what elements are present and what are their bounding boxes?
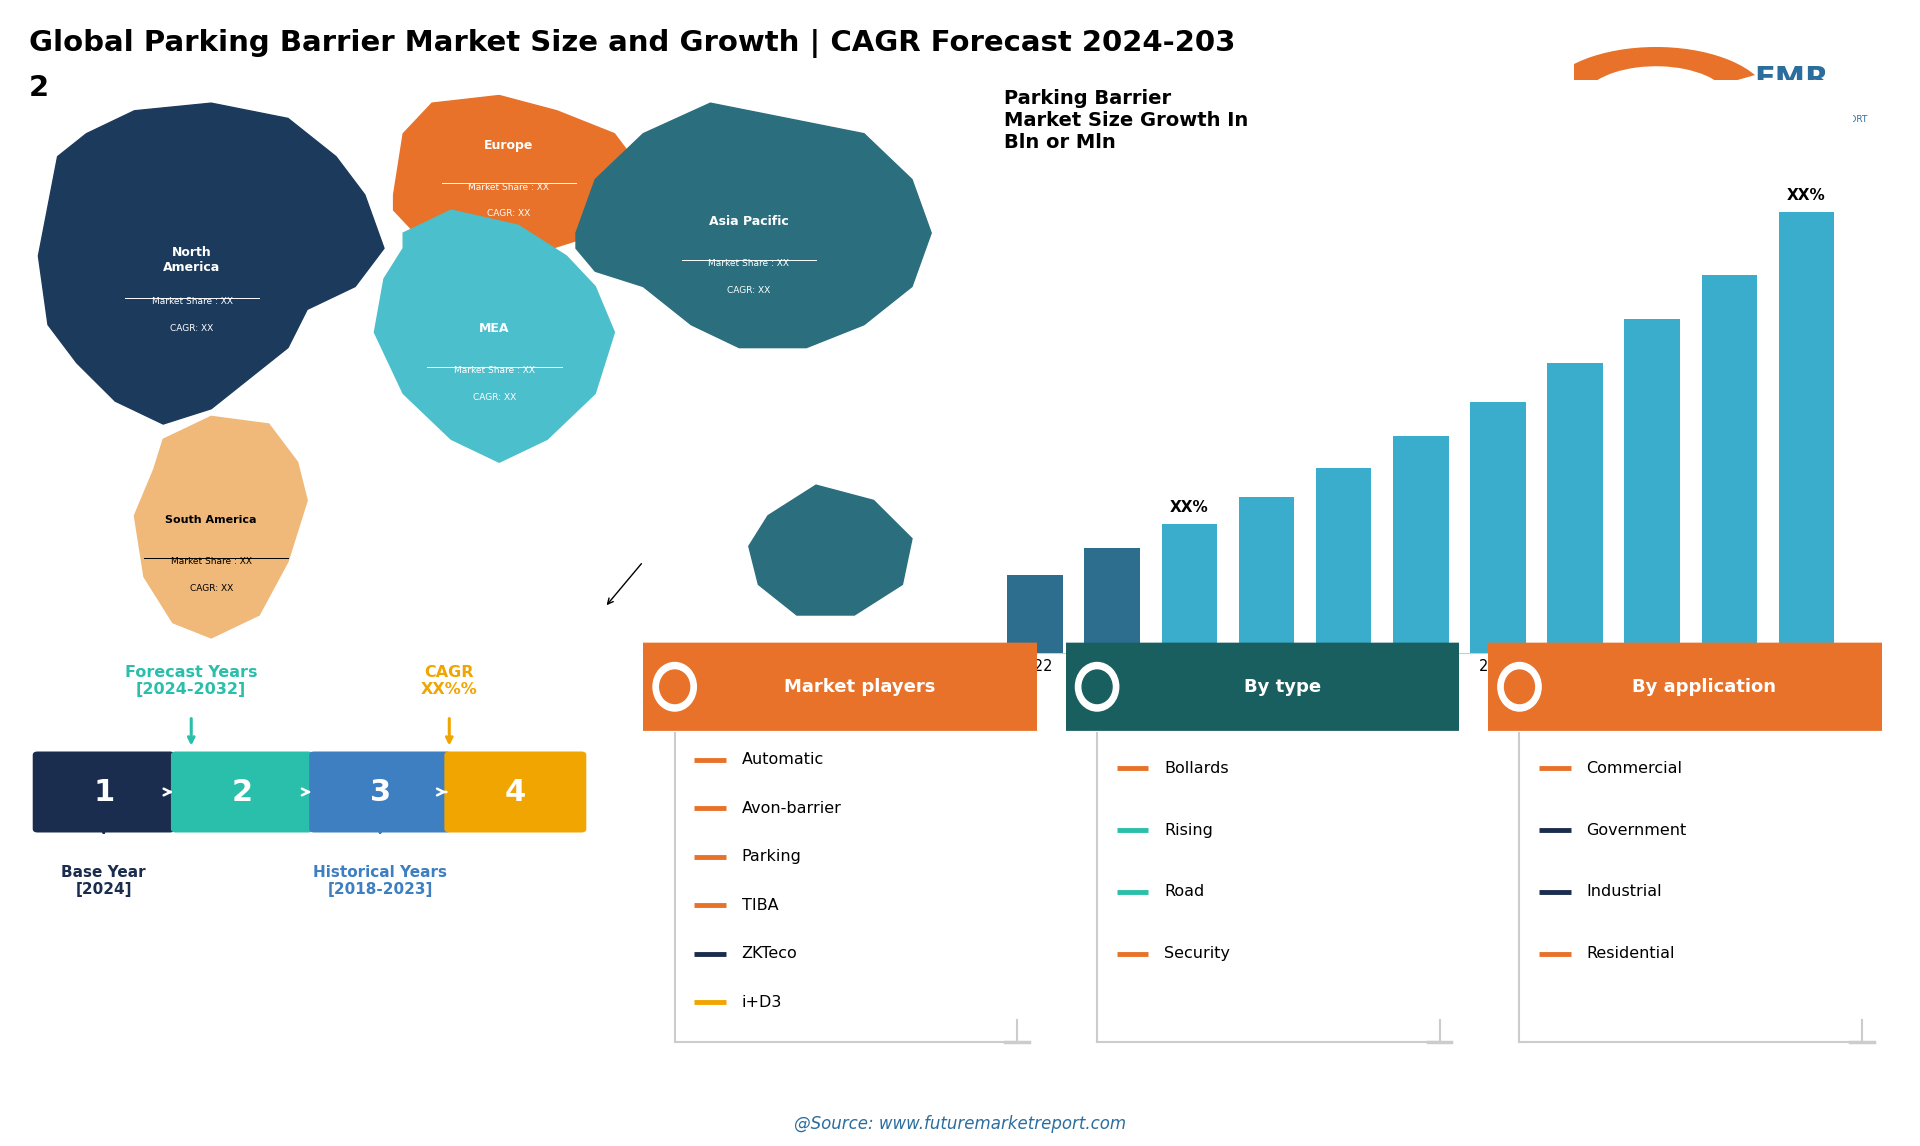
Text: 4: 4	[505, 777, 526, 807]
FancyBboxPatch shape	[637, 643, 1043, 731]
Polygon shape	[394, 95, 643, 264]
Text: 2: 2	[29, 74, 48, 102]
Text: CAGR
XX%%: CAGR XX%%	[420, 665, 478, 697]
Text: Market Share : XX: Market Share : XX	[171, 557, 252, 566]
Circle shape	[1498, 662, 1542, 711]
Bar	[1394, 437, 1448, 653]
Text: Market Share : XX: Market Share : XX	[453, 366, 536, 375]
Text: Forecast Years
[2024-2032]: Forecast Years [2024-2032]	[125, 665, 257, 697]
Bar	[1701, 275, 1757, 653]
Text: CAGR: XX: CAGR: XX	[728, 285, 770, 295]
Text: Europe: Europe	[484, 139, 534, 151]
Polygon shape	[374, 210, 614, 462]
Text: TIBA: TIBA	[741, 897, 778, 912]
Text: Automatic: Automatic	[741, 752, 824, 767]
Bar	[1548, 363, 1603, 653]
Text: Road: Road	[1164, 885, 1204, 900]
Bar	[1778, 212, 1834, 653]
Text: South America: South America	[165, 515, 257, 525]
FancyBboxPatch shape	[33, 752, 175, 832]
FancyBboxPatch shape	[1060, 643, 1465, 731]
Bar	[1315, 468, 1371, 653]
Text: Rising: Rising	[1164, 823, 1213, 838]
Bar	[1238, 497, 1294, 653]
Text: 1: 1	[92, 777, 115, 807]
Text: Market players: Market players	[783, 677, 935, 696]
Text: FUTURE MARKET REPORT: FUTURE MARKET REPORT	[1753, 115, 1868, 124]
Text: North
America: North America	[163, 245, 221, 274]
Text: Commercial: Commercial	[1586, 761, 1682, 776]
Text: By application: By application	[1632, 677, 1776, 696]
Text: Bollards: Bollards	[1164, 761, 1229, 776]
FancyBboxPatch shape	[444, 752, 586, 832]
Bar	[1085, 548, 1140, 653]
Text: Avon-barrier: Avon-barrier	[741, 801, 841, 816]
FancyBboxPatch shape	[309, 752, 451, 832]
Text: CAGR: XX: CAGR: XX	[171, 324, 213, 333]
Text: @Source: www.futuremarketreport.com: @Source: www.futuremarketreport.com	[795, 1115, 1125, 1132]
Wedge shape	[1542, 47, 1755, 159]
Text: By type: By type	[1244, 677, 1321, 696]
Circle shape	[1083, 670, 1112, 704]
Text: Asia Pacific: Asia Pacific	[708, 215, 789, 228]
Text: i+D3: i+D3	[741, 995, 781, 1010]
Circle shape	[653, 662, 697, 711]
Text: MEA: MEA	[480, 322, 509, 335]
Polygon shape	[749, 485, 912, 615]
Text: Market Share : XX: Market Share : XX	[468, 182, 549, 191]
Text: 2: 2	[230, 777, 253, 807]
Text: 3: 3	[369, 777, 392, 807]
Text: Base Year
[2024]: Base Year [2024]	[61, 865, 146, 897]
Text: FMR: FMR	[1753, 64, 1828, 94]
Text: Government: Government	[1586, 823, 1686, 838]
Circle shape	[660, 670, 689, 704]
Text: Market Share : XX: Market Share : XX	[152, 297, 232, 306]
FancyBboxPatch shape	[1482, 643, 1887, 731]
Text: Security: Security	[1164, 947, 1231, 961]
Circle shape	[1505, 670, 1534, 704]
Text: CAGR: XX: CAGR: XX	[190, 583, 232, 592]
Text: CAGR: XX: CAGR: XX	[488, 210, 530, 219]
Text: ZKTeco: ZKTeco	[741, 947, 797, 961]
Polygon shape	[134, 416, 307, 638]
Bar	[1162, 525, 1217, 653]
Text: Parking: Parking	[741, 849, 801, 864]
Text: Parking Barrier
Market Size Growth In
Bln or Mln: Parking Barrier Market Size Growth In Bl…	[1004, 89, 1248, 152]
Text: XX%: XX%	[1788, 188, 1826, 203]
Bar	[1008, 575, 1064, 653]
Bar	[1624, 320, 1680, 653]
Bar	[1471, 402, 1526, 653]
Circle shape	[1075, 662, 1119, 711]
Text: Market Share : XX: Market Share : XX	[708, 259, 789, 268]
Text: XX%: XX%	[1169, 500, 1210, 516]
FancyBboxPatch shape	[171, 752, 313, 832]
Text: CAGR: XX: CAGR: XX	[472, 393, 516, 402]
Text: Residential: Residential	[1586, 947, 1674, 961]
Text: Global Parking Barrier Market Size and Growth | CAGR Forecast 2024-203: Global Parking Barrier Market Size and G…	[29, 29, 1235, 57]
Polygon shape	[576, 103, 931, 347]
Text: Historical Years
[2018-2023]: Historical Years [2018-2023]	[313, 865, 447, 897]
Text: Industrial: Industrial	[1586, 885, 1663, 900]
Polygon shape	[38, 103, 384, 424]
